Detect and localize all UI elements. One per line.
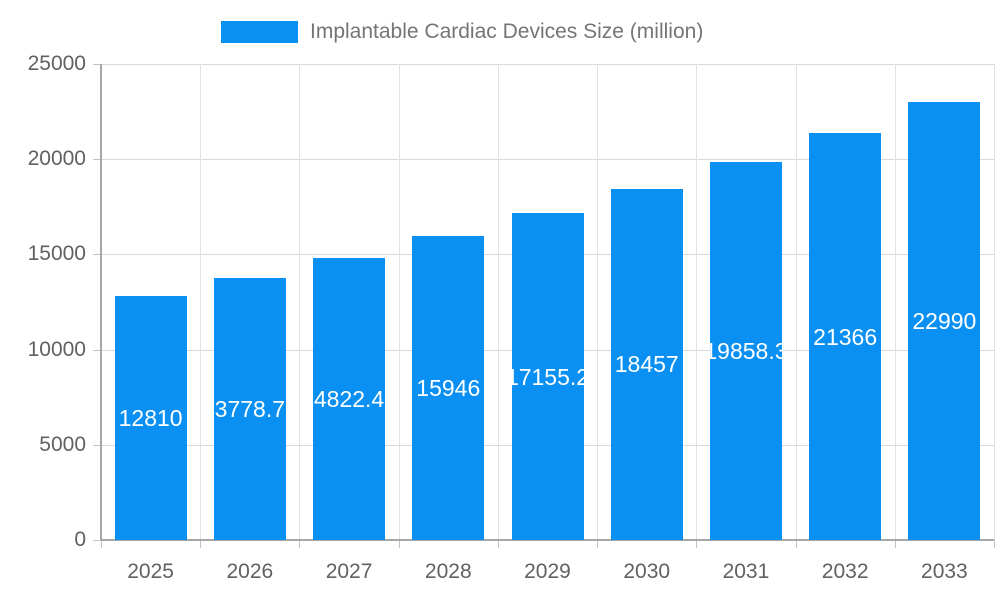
x-axis-tick	[597, 540, 599, 548]
x-axis-line	[101, 539, 994, 541]
x-axis-tick	[994, 540, 995, 548]
bar-2026[interactable]: 13778.76	[202, 277, 298, 540]
x-axis-tick	[497, 540, 499, 548]
bar-value-label: 13778.76	[201, 395, 298, 422]
bar-value-label: 12810	[118, 405, 183, 432]
h-gridline	[101, 64, 994, 65]
v-gridline	[497, 64, 499, 540]
bar-2029[interactable]: 17155.2	[506, 213, 589, 540]
x-axis-tick	[795, 540, 797, 548]
v-gridline	[696, 64, 698, 540]
v-gridline	[994, 64, 995, 540]
y-axis-tick	[93, 349, 101, 351]
x-axis-tick	[101, 540, 102, 548]
x-axis-label: 2032	[821, 560, 869, 583]
bar-2032[interactable]: 21366	[809, 133, 882, 540]
x-axis-label: 2030	[623, 560, 671, 583]
v-gridline	[894, 64, 896, 540]
y-axis-label: 0	[74, 528, 86, 551]
v-gridline	[299, 64, 301, 540]
bar-2027[interactable]: 14822.41	[301, 257, 397, 540]
x-axis-label: 2025	[127, 560, 174, 583]
legend-series-label[interactable]: Implantable Cardiac Devices Size (millio…	[310, 20, 704, 43]
x-axis-tick	[894, 540, 896, 548]
x-axis-label: 2033	[921, 560, 968, 583]
y-axis-tick	[93, 64, 101, 65]
bar-2030[interactable]: 18457	[610, 188, 683, 540]
v-gridline	[597, 64, 599, 540]
y-axis-tick	[93, 159, 101, 161]
legend-swatch-icon[interactable]	[221, 21, 298, 43]
x-axis-tick	[299, 540, 301, 548]
bar-value-label: 19858.3	[704, 337, 788, 364]
y-axis-tick	[93, 540, 101, 541]
y-axis-tick	[93, 254, 101, 256]
y-axis-label: 25000	[27, 52, 86, 75]
x-axis-label: 2026	[226, 560, 274, 583]
x-axis-tick	[200, 540, 202, 548]
bar-value-label: 17155.2	[505, 363, 590, 390]
v-gridline	[200, 64, 202, 540]
legend[interactable]: Implantable Cardiac Devices Size (millio…	[221, 21, 703, 43]
y-axis-tick	[93, 444, 101, 446]
bar-2028[interactable]: 15946	[412, 236, 485, 540]
y-axis-label: 10000	[27, 337, 86, 361]
bar-2033[interactable]: 22990	[908, 102, 981, 540]
bar-2025[interactable]: 12810	[114, 296, 187, 540]
bar-value-label: 14822.41	[301, 385, 398, 412]
x-axis-label: 2029	[524, 560, 571, 583]
x-axis-tick	[398, 540, 400, 548]
x-axis-label: 2027	[325, 560, 373, 583]
bar-value-label: 21366	[813, 323, 878, 350]
x-axis-tick	[696, 540, 698, 548]
x-axis-label: 2028	[424, 560, 472, 583]
bar-2031[interactable]: 19858.3	[704, 161, 788, 540]
v-gridline	[795, 64, 797, 540]
bar-value-label: 15946	[416, 375, 481, 402]
h-gridline	[101, 159, 994, 161]
x-axis-label: 2031	[722, 560, 770, 583]
bar-value-label: 18457	[614, 351, 679, 378]
y-axis-label: 20000	[27, 147, 86, 171]
bar-value-label: 22990	[912, 308, 977, 335]
y-axis-label: 15000	[27, 242, 86, 266]
y-axis-label: 5000	[39, 432, 86, 456]
v-gridline	[398, 64, 400, 540]
y-axis-line	[100, 64, 102, 540]
